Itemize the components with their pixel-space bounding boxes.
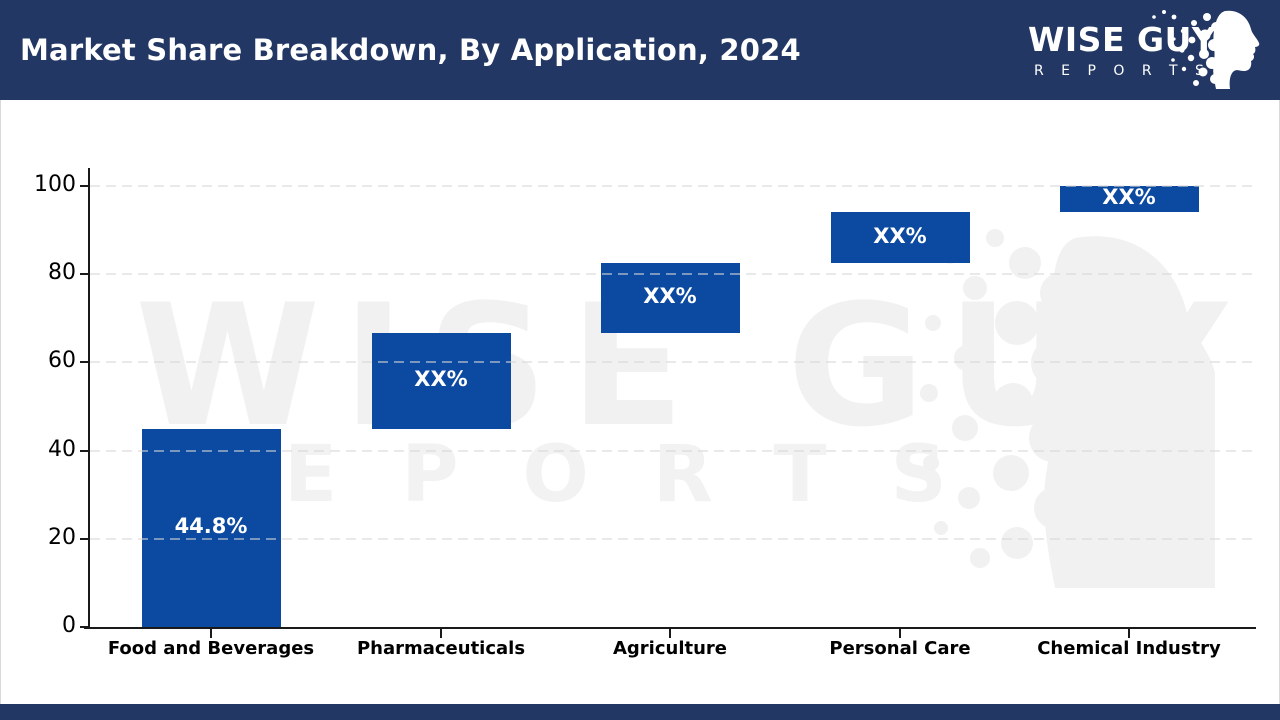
bar-value-label: XX% (873, 223, 927, 248)
bar-value-label: XX% (1102, 185, 1156, 209)
y-tick-mark-100 (80, 185, 89, 187)
x-tick-mark (440, 629, 442, 638)
x-axis-label-chemical-industry: Chemical Industry (1037, 638, 1221, 659)
x-tick-mark (899, 629, 901, 638)
wise-guy-logo: WISE GUY R E P O R T S (1026, 5, 1280, 95)
bar-pharmaceuticals (371, 332, 511, 430)
x-tick-mark (210, 629, 212, 638)
gridline-60 (90, 361, 1256, 364)
y-tick-label-100: 100 (34, 172, 76, 197)
chart-area: 44.8% XX% XX% XX% XX% 0 20 40 60 80 100 Food and … (0, 100, 1280, 704)
x-axis-label-personal-care: Personal Care (829, 638, 971, 659)
y-tick-mark-60 (80, 361, 89, 364)
y-tick-label-60: 60 (48, 348, 76, 374)
y-tick-mark-0 (80, 626, 89, 628)
watermark-head-icon (920, 229, 1215, 588)
y-tick-label-0: 0 (62, 613, 76, 638)
wise-guy-logo-icon: WISE GUY R E P O R T S (1028, 10, 1260, 90)
x-axis-label-agriculture: Agriculture (612, 638, 728, 659)
page-title: Market Share Breakdown, By Application, … (20, 33, 801, 67)
y-tick-mark-40 (80, 449, 89, 452)
x-tick-mark (669, 629, 671, 638)
y-axis-line (88, 168, 90, 629)
bar-personal-care (830, 212, 970, 264)
footer-bar (0, 704, 1280, 720)
watermark-text-line2: REPORTS (160, 430, 1011, 520)
bar-chemical-industry (1059, 186, 1199, 213)
y-tick-label-20: 20 (48, 524, 76, 550)
x-axis-label-pharmaceuticals: Pharmaceuticals (356, 638, 526, 659)
y-tick-mark-80 (80, 273, 89, 276)
logo-line2: R E P O R T S (1034, 63, 1210, 79)
x-tick-mark (1128, 629, 1130, 638)
x-axis-label-food-and-beverages: Food and Beverages (107, 638, 315, 659)
x-axis-line (84, 627, 1256, 629)
logo-line1: WISE GUY (1028, 20, 1217, 59)
y-tick-label-40: 40 (48, 436, 76, 462)
y-tick-mark-20 (80, 537, 89, 540)
y-tick-label-80: 80 (48, 260, 76, 286)
bar-value-label: XX% (414, 367, 468, 392)
bar-value-label: XX% (643, 284, 697, 308)
bar-food-and-beverages (141, 429, 281, 627)
header-bar: Market Share Breakdown, By Application, … (0, 0, 1280, 100)
head-profile-icon (1152, 10, 1260, 90)
bar-value-label: 44.8% (174, 514, 248, 539)
